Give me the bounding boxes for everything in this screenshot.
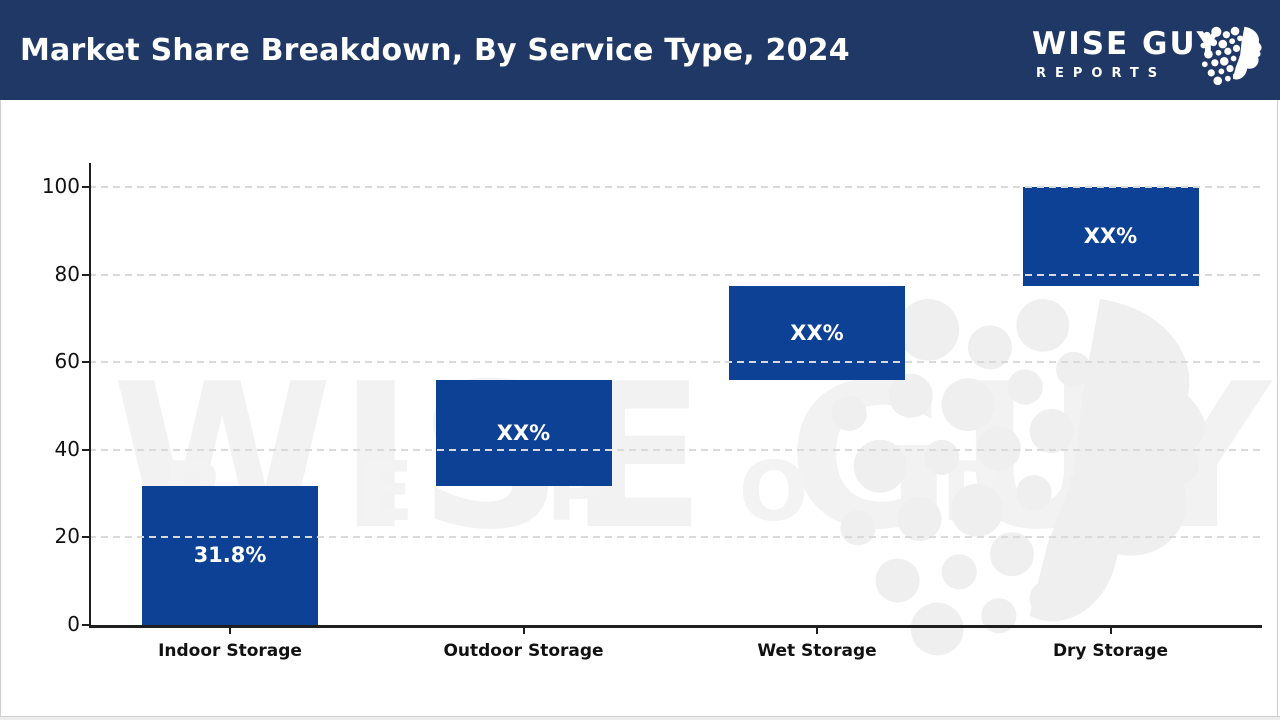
y-axis-tick-label: 40 — [54, 436, 80, 461]
bar-value-label: XX% — [790, 321, 844, 346]
y-axis-tick — [82, 536, 89, 539]
x-axis-tick — [229, 625, 231, 634]
y-axis-tick — [82, 448, 89, 451]
logo-dot-face-icon — [1200, 26, 1262, 86]
x-axis-category-label: Wet Storage — [757, 641, 877, 661]
y-axis-tick-label: 100 — [41, 174, 80, 198]
y-axis-tick — [82, 624, 89, 626]
logo-subtitle: REPORTS — [1036, 66, 1167, 81]
gridline — [89, 361, 1262, 364]
x-axis-category-label: Indoor Storage — [158, 641, 302, 661]
y-axis-tick-label: 80 — [54, 261, 80, 286]
gridline — [89, 186, 1262, 188]
bar-segment: XX% — [1022, 187, 1199, 286]
gridline — [89, 448, 1262, 451]
y-axis-spine — [89, 163, 91, 628]
wiseguy-logo: WISE GUY REPORTS — [1006, 10, 1266, 94]
bar-value-label: XX% — [496, 420, 551, 445]
right-border — [1277, 100, 1278, 720]
x-axis-tick — [816, 625, 818, 634]
bar-segment: XX% — [729, 285, 905, 381]
y-axis-tick — [82, 273, 89, 276]
y-axis-tick-label: 0 — [67, 612, 80, 636]
gridline — [89, 536, 1262, 539]
y-axis-tick-label: 20 — [54, 524, 80, 549]
logo-wordmark: WISE GUY — [1032, 26, 1222, 62]
left-border — [0, 100, 1, 720]
x-axis-tick — [1109, 625, 1112, 634]
gridline — [89, 273, 1262, 276]
bar-segment: 31.8% — [142, 485, 318, 625]
bar-value-label: XX% — [1083, 224, 1138, 249]
x-axis-spine — [89, 625, 1262, 628]
chart-title: Market Share Breakdown, By Service Type,… — [20, 32, 850, 68]
header-bar: Market Share Breakdown, By Service Type,… — [0, 0, 1280, 100]
bottom-border — [0, 716, 1280, 720]
x-axis-category-label: Outdoor Storage — [443, 641, 604, 661]
y-axis-tick — [82, 186, 89, 188]
y-axis-tick-label: 60 — [54, 349, 80, 374]
y-axis-tick — [82, 361, 89, 364]
bar-value-label: 31.8% — [193, 543, 267, 568]
x-axis-tick — [522, 625, 525, 634]
bar-segment: XX% — [435, 380, 612, 486]
x-axis-category-label: Dry Storage — [1052, 641, 1169, 661]
